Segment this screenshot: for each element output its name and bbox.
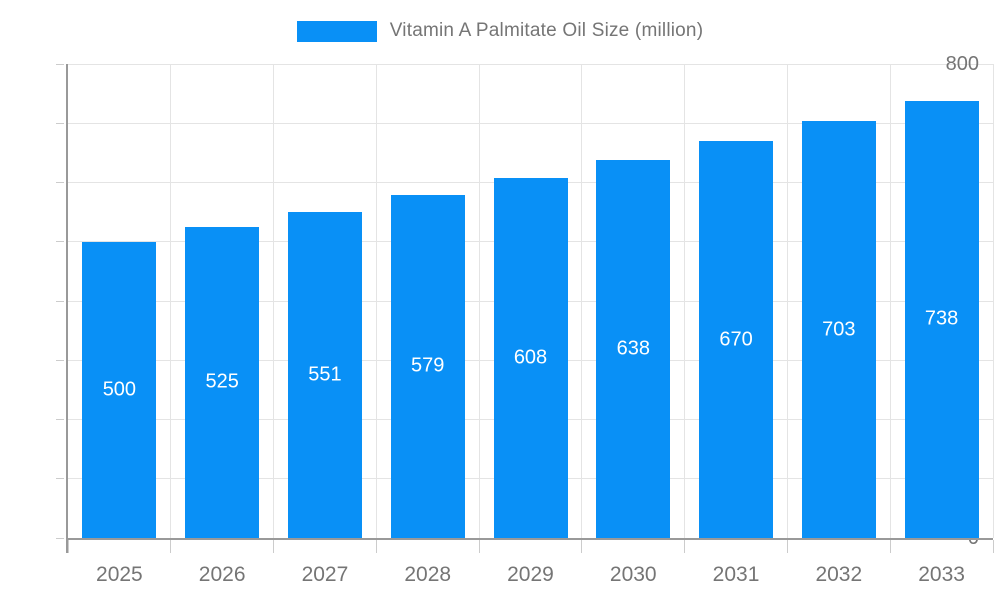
x-gridline [273,64,275,538]
bar-2029[interactable]: 608 [493,177,568,538]
y-axis-label: 800 [945,53,979,75]
x-axis-tick [170,540,172,553]
x-axis-label: 2025 [96,563,143,586]
x-axis-tick [273,540,275,553]
bar-value-label: 703 [822,318,856,341]
x-axis-tick [684,540,686,553]
bar-value-label: 500 [102,378,137,401]
y-axis-tick [56,419,64,420]
x-gridline [170,64,172,538]
x-axis-tick [889,540,891,553]
y-gridline [68,122,993,124]
x-axis-label: 2027 [301,563,349,586]
legend-label: Vitamin A Palmitate Oil Size (million) [389,20,704,41]
bar-2031[interactable]: 670 [699,141,774,538]
x-gridline [581,64,583,538]
y-axis-tick [56,63,64,65]
x-gridline [684,64,686,538]
bar-value-label: 525 [205,370,239,393]
bar-value-label: 608 [513,346,548,369]
bar-2030[interactable]: 638 [596,159,671,538]
bar-2027[interactable]: 551 [287,211,362,538]
x-gridline [375,64,377,538]
bar-2025[interactable]: 500 [82,241,157,538]
y-axis-line [66,64,68,553]
y-axis-tick [56,359,64,361]
x-axis-line [66,538,993,540]
bar-2032[interactable]: 703 [801,121,876,538]
x-axis-tick [67,540,69,553]
bar-2033[interactable]: 738 [904,100,979,538]
x-axis-tick [786,540,788,553]
y-axis-tick [56,122,64,124]
bar-value-label: 579 [411,354,445,377]
plot-area: 0100200300400500600700800500525551579608… [56,53,994,586]
bar-value-label: 638 [616,337,650,360]
x-axis-label: 2028 [404,563,452,586]
x-axis-label: 2026 [198,563,246,586]
bar-value-label: 551 [308,363,342,386]
x-axis-tick [375,540,377,553]
y-axis-tick [56,537,64,539]
y-axis-tick [56,182,64,183]
y-gridline [68,63,993,65]
x-axis-label: 2032 [815,563,863,586]
y-axis-tick [56,241,64,243]
x-axis-tick [478,540,480,553]
y-axis-tick [56,478,64,480]
x-gridline [478,64,480,538]
bar-value-label: 738 [924,307,959,330]
chart-legend[interactable]: Vitamin A Palmitate Oil Size (million) [0,20,1000,42]
bar-2028[interactable]: 579 [390,194,465,538]
bar-value-label: 670 [719,328,753,350]
x-gridline [992,64,994,538]
x-axis-tick [992,540,994,553]
x-axis-label: 2033 [918,563,965,586]
y-axis-tick [56,300,64,302]
x-gridline [786,64,788,538]
x-axis-label: 2030 [609,563,657,586]
bar-2026[interactable]: 525 [185,226,260,538]
legend-swatch-icon [296,20,377,42]
x-axis-label: 2031 [712,563,760,586]
x-axis-tick [581,540,583,553]
x-gridline [889,64,891,538]
x-axis-label: 2029 [507,563,554,586]
